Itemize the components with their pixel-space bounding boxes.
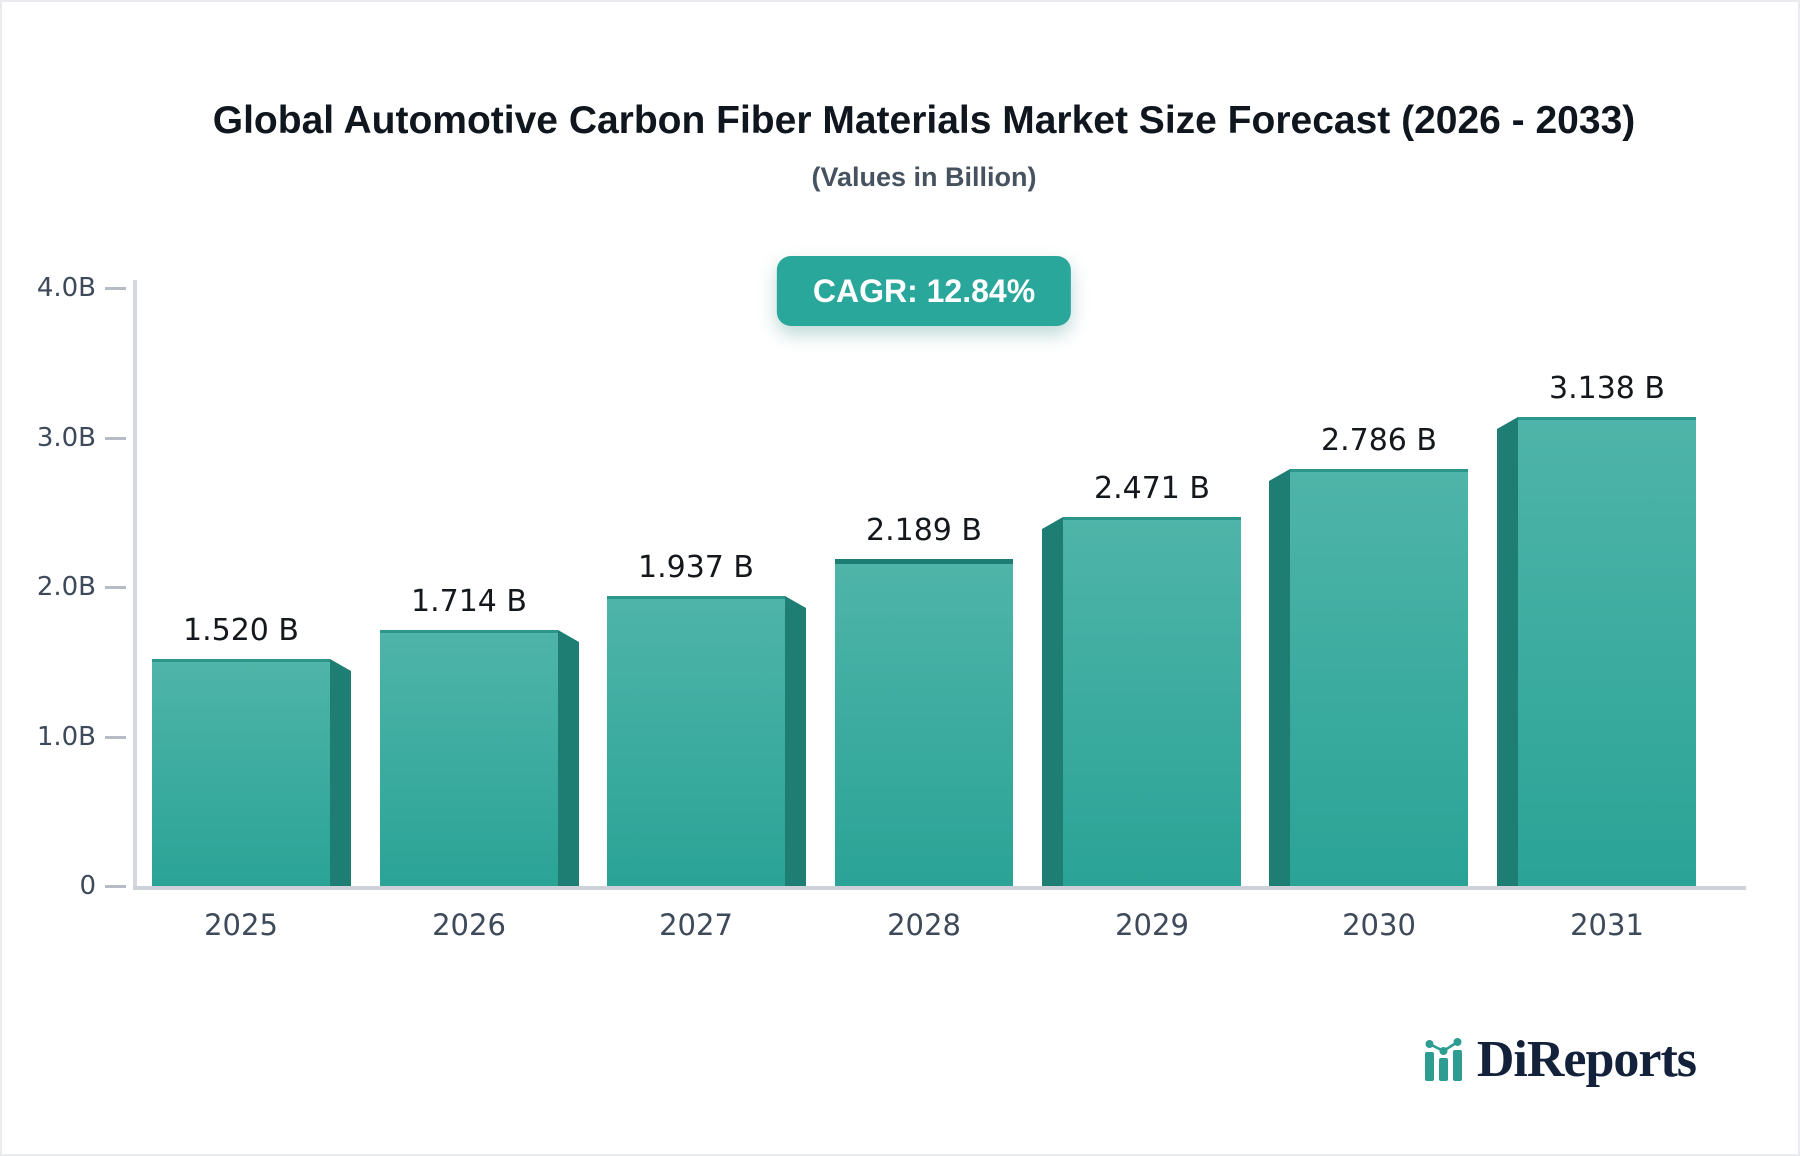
y-tick-label: 4.0B [36,273,96,303]
x-axis-label: 2029 [1115,908,1189,942]
logo-wordmark: DiReports [1476,1031,1697,1088]
x-axis-label: 2028 [887,908,961,942]
x-axis-label: 2027 [659,908,733,942]
y-tick-mark [105,586,126,589]
bar-chart-sparkline-icon [1424,1038,1462,1081]
y-tick-label: 1.0B [36,722,96,752]
bar-2030 [1290,469,1468,886]
x-axis-label: 2026 [432,908,506,942]
bar-3d-side [1269,469,1290,886]
bar-3d-side [1497,417,1518,886]
x-axis-label: 2030 [1342,908,1416,942]
direports-logo: DiReports [1424,1031,1697,1088]
y-tick-label: 2.0B [36,572,96,602]
bar-3d-side [330,659,351,886]
bar-value-label: 3.138 B [1548,371,1666,406]
bar-2031 [1518,417,1696,886]
y-tick-label: 0 [79,871,96,901]
y-tick-mark [105,287,126,290]
bar-2026 [380,630,558,886]
x-axis-baseline [133,886,1746,890]
bar-2029 [1063,517,1241,886]
page-subtitle: (Values in Billion) [811,162,1037,192]
y-tick-label: 3.0B [36,423,96,453]
y-axis-line [133,280,137,890]
y-tick-mark [105,885,126,888]
cagr-badge: CAGR: 12.84% [776,256,1072,326]
bar-3d-side [785,596,806,886]
bar-3d-side [558,630,579,886]
x-axis-label: 2025 [204,908,278,942]
bar-value-label: 1.714 B [410,584,528,619]
bar-2028 [835,559,1013,886]
y-tick-mark [105,437,126,440]
bar-value-label: 2.471 B [1093,471,1211,506]
bar-2025 [152,659,330,886]
x-axis-label: 2031 [1570,908,1644,942]
y-tick-mark [105,736,126,739]
bar-value-label: 2.786 B [1320,423,1438,458]
bar-3d-side [1042,517,1063,886]
bar-value-label: 2.189 B [865,513,983,548]
bar-value-label: 1.520 B [182,613,300,648]
page-title: Global Automotive Carbon Fiber Materials… [212,99,1636,142]
bar-2027 [607,596,785,886]
bar-value-label: 1.937 B [637,550,755,585]
